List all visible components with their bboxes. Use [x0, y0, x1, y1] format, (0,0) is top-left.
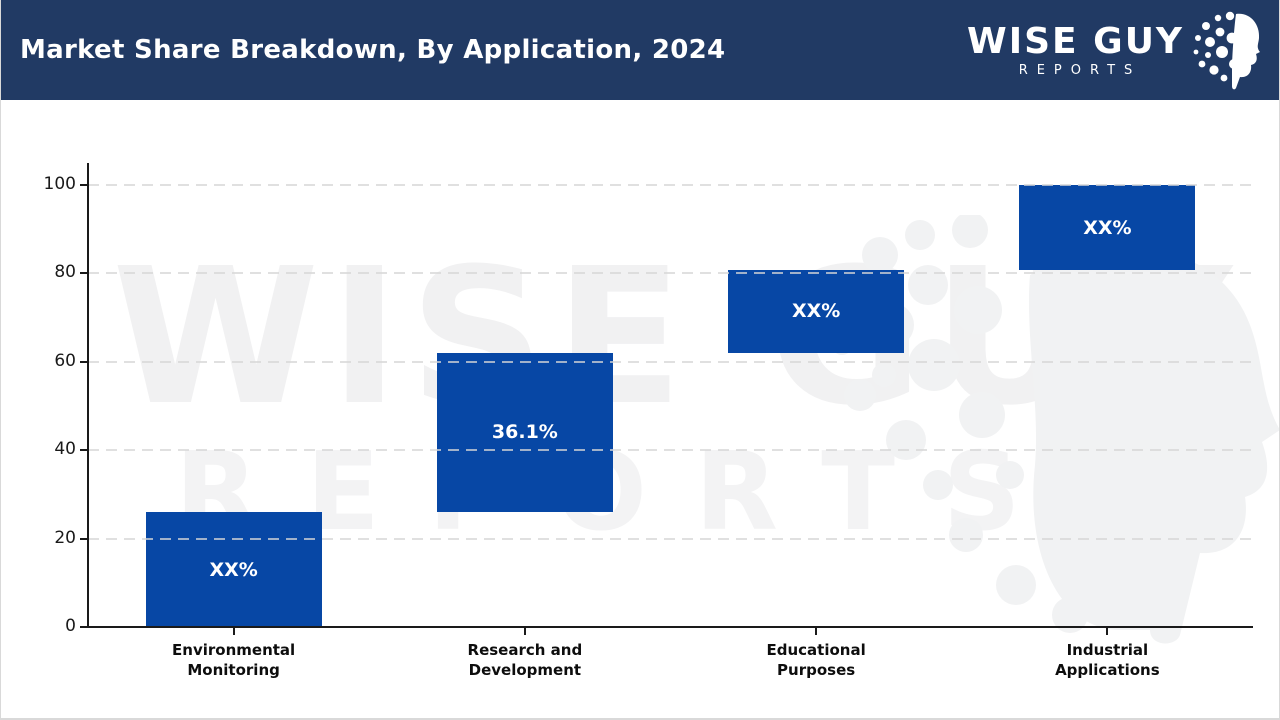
y-tick-mark: [80, 272, 87, 275]
bar-research-and-development: 36.1%: [436, 352, 613, 513]
y-tick-label: 0: [65, 616, 76, 636]
x-tick-mark: [1106, 628, 1109, 635]
logo-head-icon: [1193, 11, 1260, 90]
bar-educational-purposes: XX%: [728, 270, 905, 353]
bar-environmental-monitoring: XX%: [145, 512, 322, 627]
gridline-80: [88, 272, 1253, 275]
x-tick-mark: [232, 628, 235, 635]
logo-wordmark: WISE GUY: [966, 20, 1184, 62]
bar-value-label: XX%: [791, 300, 841, 323]
wiseguy-logo-text: WISE GUY REPORTS: [966, 20, 1184, 78]
y-tick-mark: [80, 184, 87, 186]
wiseguy-logo: WISE GUY REPORTS: [967, 8, 1262, 92]
logo-subtitle: REPORTS: [1018, 62, 1142, 78]
x-tick-mark: [815, 628, 818, 635]
y-axis-line: [87, 163, 89, 628]
x-tick-label: Research and Development: [467, 641, 583, 679]
x-tick-label: Industrial Applications: [1055, 641, 1160, 679]
y-tick-label: 60: [54, 350, 76, 371]
y-tick-label: 40: [54, 439, 76, 460]
y-tick-label: 80: [54, 262, 76, 283]
y-tick-mark: [80, 537, 87, 540]
bar-industrial-applications: XX%: [1019, 185, 1196, 271]
y-tick-mark: [80, 449, 87, 452]
header-bar: Market Share Breakdown, By Application, …: [0, 0, 1280, 100]
bar-value-label: XX%: [209, 558, 258, 581]
watermark-head-icon: [832, 215, 1280, 644]
x-tick-label: Educational Purposes: [766, 641, 866, 679]
y-tick-label: 100: [43, 174, 76, 194]
bar-value-label: XX%: [1083, 216, 1132, 239]
gridline-100: [88, 184, 1253, 186]
x-axis-line: [87, 626, 1253, 628]
gridline-60: [88, 360, 1253, 363]
y-tick-mark: [80, 360, 87, 363]
x-tick-label: Environmental Monitoring: [172, 641, 296, 679]
bar-value-label: 36.1%: [491, 421, 558, 444]
x-tick-mark: [523, 628, 526, 635]
page-title: Market Share Breakdown, By Application, …: [20, 35, 726, 65]
y-tick-label: 20: [54, 527, 76, 548]
gridline-40: [88, 449, 1253, 452]
y-tick-mark: [80, 626, 87, 628]
gridline-20: [88, 537, 1253, 540]
